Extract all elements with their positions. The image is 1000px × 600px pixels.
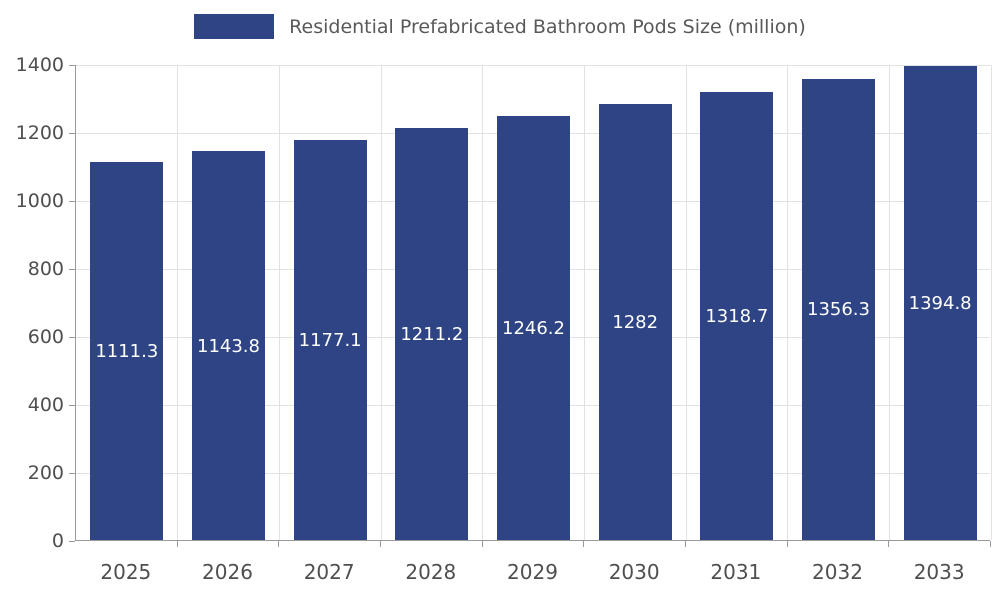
x-tick-mark [685,541,686,547]
x-gridline [177,65,179,540]
legend-swatch [194,14,275,39]
bar-value-label: 1143.8 [197,335,260,357]
plot-area: 1111.3 1143.8 1177.1 1211.2 1246.2 1282 1318.7… [75,64,992,541]
y-tick-mark [69,269,75,270]
bar-2032 [802,78,875,540]
x-tick-label: 2033 [913,560,965,584]
bar-2028 [395,128,469,540]
x-tick-label: 2029 [507,560,558,584]
y-tick-label: 1000 [15,190,64,212]
x-tick-mark [176,541,178,547]
x-tick-mark [278,541,280,547]
bar-2025 [90,162,164,540]
y-tick-mark [69,337,75,338]
x-tick-label: 2031 [710,560,762,584]
x-gridline [482,65,484,540]
bar-2027 [293,139,367,540]
x-tick-mark [380,541,381,547]
x-gridline [990,65,992,540]
x-gridline [888,65,890,540]
x-tick-label: 2030 [608,560,660,584]
x-tick-label: 2028 [405,560,457,584]
x-tick-mark [583,541,585,547]
bar-value-label: 1282 [612,312,659,334]
bar-2031 [700,91,774,540]
bar-2029 [497,116,570,540]
x-tick-label: 2032 [812,560,863,584]
bar-value-label: 1394.8 [908,292,972,314]
x-gridline [787,65,789,540]
x-tick-label: 2026 [202,560,253,584]
x-tick-label: 2027 [303,560,355,584]
bar-2033 [903,65,977,540]
x-gridline [685,65,687,540]
x-tick-mark [786,541,788,547]
y-tick-label: 400 [27,394,64,416]
y-tick-mark [69,133,75,134]
x-gridline [380,65,382,540]
y-tick-label: 0 [51,530,64,552]
bar-value-label: 1356.3 [807,299,870,321]
x-tick-label: 2025 [100,560,152,584]
chart-legend[interactable]: Residential Prefabricated Bathroom Pods … [0,14,1000,39]
bar-2026 [192,151,265,540]
y-tick-mark [69,65,75,66]
bar-value-label: 1246.2 [502,318,565,340]
y-tick-label: 1200 [15,122,64,144]
y-tick-label: 200 [27,462,64,484]
y-tick-mark [69,405,75,406]
x-gridline [583,65,585,540]
y-tick-label: 1400 [15,54,64,76]
y-tick-mark [69,541,75,542]
bar-value-label: 1111.3 [95,341,159,363]
x-gridline [278,65,280,540]
bar-value-label: 1177.1 [298,329,362,351]
legend-label: Residential Prefabricated Bathroom Pods … [289,15,806,38]
y-tick-label: 600 [27,326,64,348]
x-tick-mark [888,541,890,547]
y-tick-mark [69,473,75,474]
x-tick-mark [990,541,991,547]
bar-value-label: 1318.7 [705,305,769,327]
y-tick-mark [69,201,75,202]
bar-value-label: 1211.2 [400,324,464,346]
x-tick-mark [481,541,483,547]
bar-2030 [598,104,672,540]
y-gridline [76,64,990,66]
y-tick-label: 800 [27,258,64,280]
